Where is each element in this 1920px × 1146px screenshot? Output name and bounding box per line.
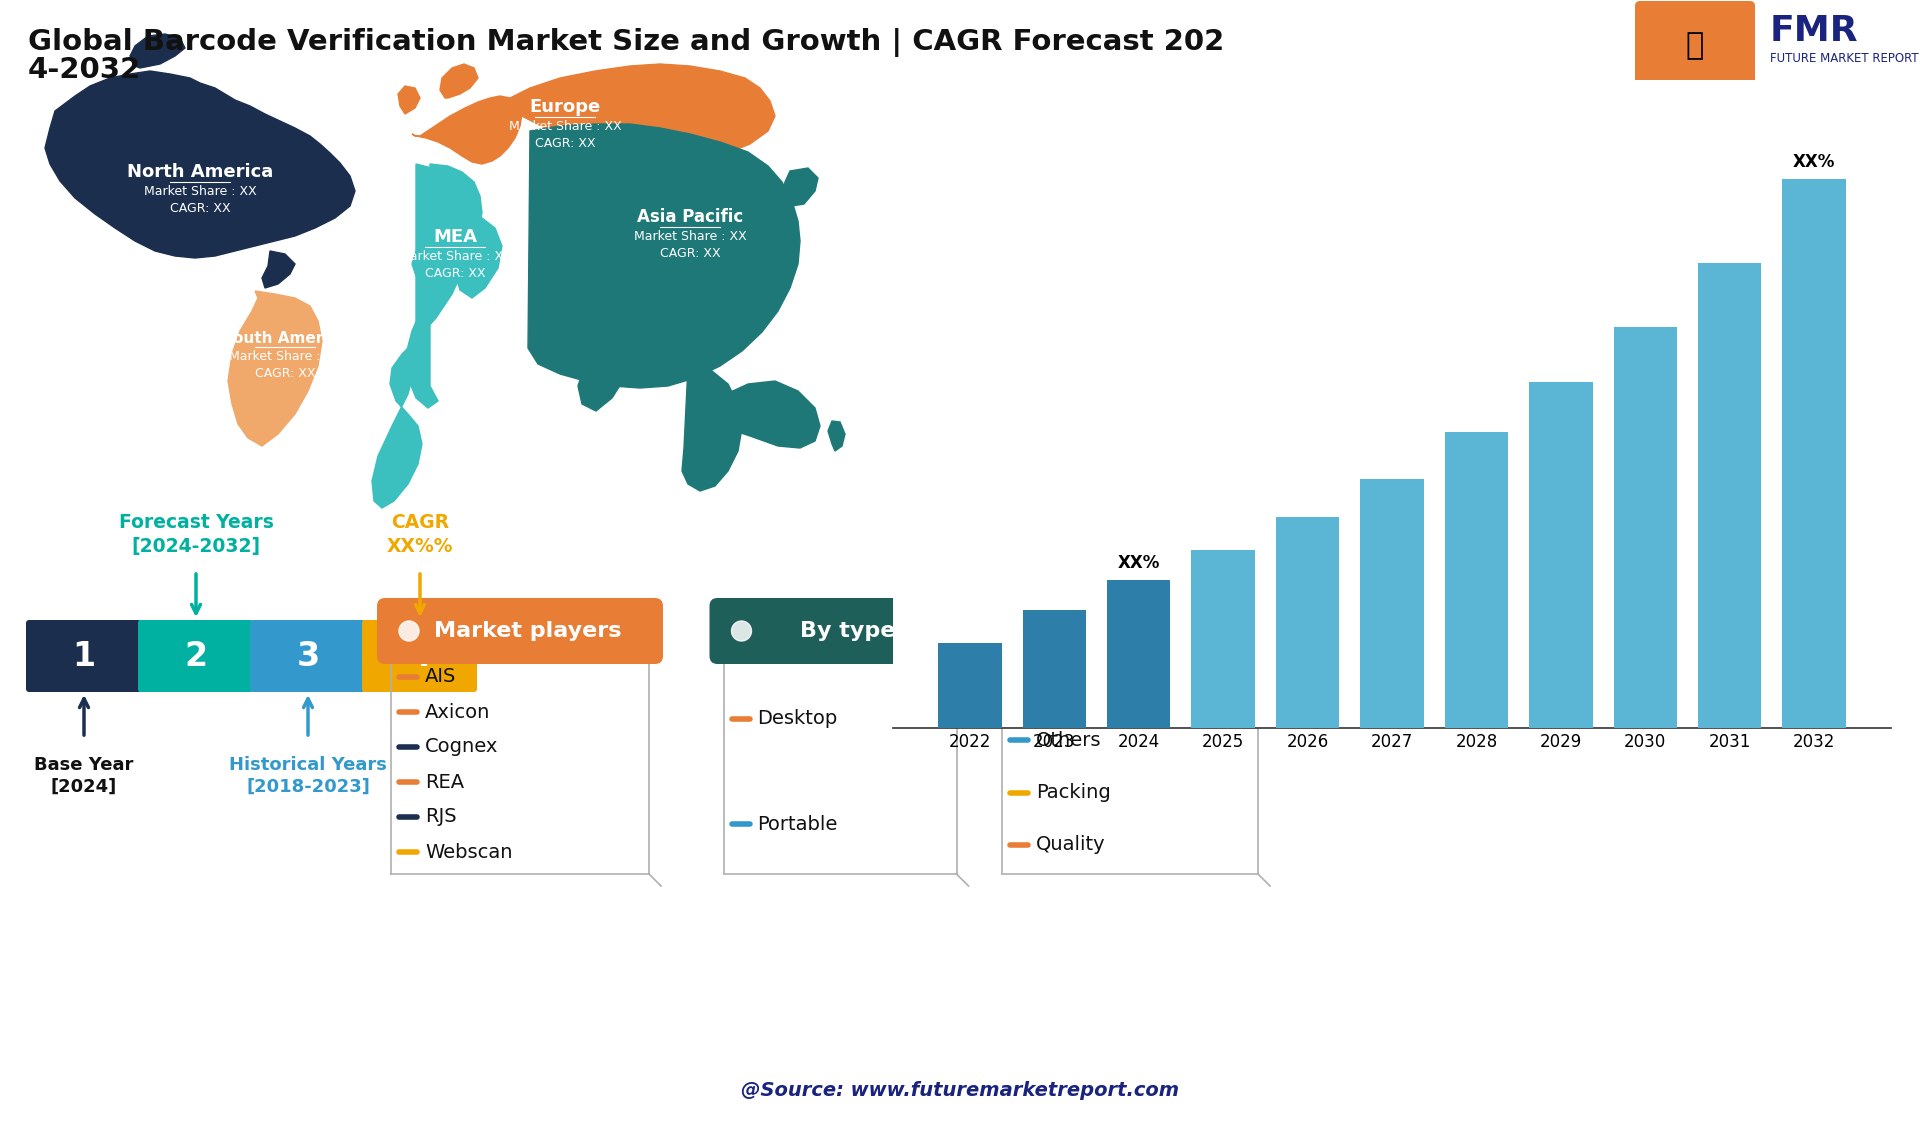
Text: XX%: XX% — [1117, 554, 1160, 572]
Polygon shape — [455, 215, 501, 298]
FancyBboxPatch shape — [27, 620, 140, 692]
Text: 🔭: 🔭 — [1686, 31, 1705, 61]
Text: Forecast Years
[2024-2032]: Forecast Years [2024-2032] — [119, 513, 273, 556]
Text: By type: By type — [801, 621, 897, 641]
Text: Europe: Europe — [530, 99, 601, 116]
Text: @Source: www.futuremarketreport.com: @Source: www.futuremarketreport.com — [741, 1082, 1179, 1100]
Polygon shape — [405, 164, 482, 408]
Polygon shape — [228, 291, 323, 446]
Text: Asia Pacific: Asia Pacific — [637, 209, 743, 226]
Text: 1: 1 — [73, 639, 96, 673]
Text: North America: North America — [127, 163, 273, 181]
Polygon shape — [781, 168, 818, 206]
Bar — [1528, 382, 1592, 728]
FancyBboxPatch shape — [250, 620, 365, 692]
Text: Global Barcode Verification Market Size and Growth | CAGR Forecast 202: Global Barcode Verification Market Size … — [29, 28, 1225, 57]
Polygon shape — [440, 64, 478, 99]
FancyBboxPatch shape — [363, 620, 476, 692]
Polygon shape — [261, 251, 296, 288]
Text: RJS: RJS — [424, 808, 457, 826]
Text: CAGR
XX%%: CAGR XX%% — [386, 513, 453, 556]
Polygon shape — [578, 304, 632, 411]
Text: Webscan: Webscan — [424, 842, 513, 862]
FancyBboxPatch shape — [1636, 1, 1755, 91]
Text: Market Share : XX
CAGR: XX: Market Share : XX CAGR: XX — [228, 350, 342, 380]
Bar — [1361, 479, 1423, 728]
Bar — [1277, 517, 1340, 728]
Text: Others: Others — [1037, 730, 1102, 749]
Text: Base Year
[2024]: Base Year [2024] — [35, 756, 134, 796]
Bar — [1023, 610, 1087, 728]
Circle shape — [732, 621, 751, 641]
Text: MEA: MEA — [434, 228, 476, 246]
Text: Market Share : XX
CAGR: XX: Market Share : XX CAGR: XX — [634, 230, 747, 260]
Text: Historical Years
[2018-2023]: Historical Years [2018-2023] — [228, 756, 388, 796]
Text: Market Share : XX
CAGR: XX: Market Share : XX CAGR: XX — [399, 250, 511, 280]
Text: Axicon: Axicon — [424, 702, 490, 722]
FancyBboxPatch shape — [710, 598, 970, 664]
Text: Portable: Portable — [758, 815, 837, 833]
Text: AIS: AIS — [424, 667, 457, 686]
Bar — [1613, 327, 1676, 728]
Text: Market players: Market players — [434, 621, 622, 641]
Text: 4: 4 — [409, 639, 432, 673]
Circle shape — [399, 621, 419, 641]
Text: Barcode Verification
Market Size Growth In
Bln or Mln: Barcode Verification Market Size Growth … — [900, 105, 1231, 201]
Bar — [1108, 580, 1171, 728]
Text: South America: South America — [223, 331, 348, 346]
Text: Quality: Quality — [1037, 835, 1106, 855]
Text: FUTURE MARKET REPORT: FUTURE MARKET REPORT — [1770, 52, 1918, 64]
Polygon shape — [511, 64, 776, 162]
Polygon shape — [397, 86, 420, 113]
Bar — [1697, 264, 1761, 728]
FancyBboxPatch shape — [989, 598, 1271, 664]
Text: Manufacturing: Manufacturing — [1037, 678, 1177, 697]
Polygon shape — [131, 34, 184, 68]
Text: Desktop: Desktop — [758, 709, 837, 729]
Polygon shape — [528, 124, 801, 388]
FancyBboxPatch shape — [376, 598, 662, 664]
Polygon shape — [413, 96, 522, 164]
Text: 4-2032: 4-2032 — [29, 56, 142, 84]
Text: Cognex: Cognex — [424, 738, 499, 756]
Circle shape — [1010, 621, 1029, 641]
Text: REA: REA — [424, 772, 465, 792]
Text: Market Share : XX
CAGR: XX: Market Share : XX CAGR: XX — [509, 120, 622, 150]
Text: 3: 3 — [296, 639, 319, 673]
Text: XX%: XX% — [1793, 152, 1836, 171]
Polygon shape — [828, 421, 845, 452]
Bar — [1192, 550, 1256, 728]
Text: Packing: Packing — [1037, 783, 1112, 802]
Polygon shape — [682, 366, 741, 490]
Bar — [1444, 432, 1507, 728]
Polygon shape — [705, 380, 820, 448]
Text: By application: By application — [1048, 621, 1227, 641]
Polygon shape — [372, 164, 470, 508]
Bar — [1782, 179, 1845, 728]
Text: FMR: FMR — [1770, 14, 1859, 48]
Text: 2: 2 — [184, 639, 207, 673]
Polygon shape — [44, 71, 355, 258]
FancyBboxPatch shape — [138, 620, 253, 692]
Bar — [939, 643, 1002, 728]
Text: Market Share : XX
CAGR: XX: Market Share : XX CAGR: XX — [144, 185, 257, 215]
